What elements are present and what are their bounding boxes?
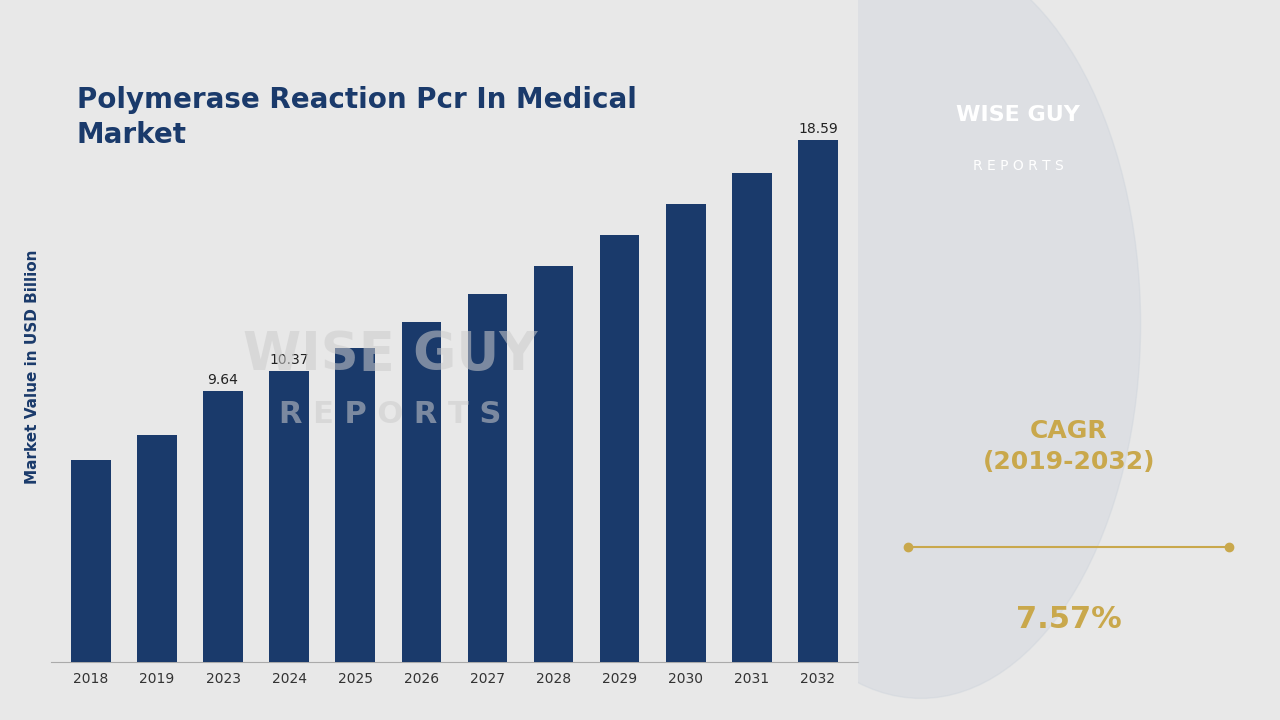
- Bar: [402, 323, 442, 662]
- Bar: [269, 371, 308, 662]
- Bar: [666, 204, 705, 662]
- Text: 18.59: 18.59: [797, 122, 838, 135]
- Text: CAGR
(2019-2032): CAGR (2019-2032): [983, 418, 1155, 474]
- Bar: [70, 460, 110, 662]
- Text: R E P O R T S: R E P O R T S: [279, 400, 500, 429]
- Bar: [137, 435, 177, 662]
- Text: R E P O R T S: R E P O R T S: [973, 158, 1064, 173]
- Circle shape: [701, 0, 1140, 698]
- Bar: [799, 140, 838, 662]
- Bar: [467, 294, 507, 662]
- Text: 7.57%: 7.57%: [1016, 605, 1121, 634]
- Y-axis label: Market Value in USD Billion: Market Value in USD Billion: [26, 250, 40, 485]
- Text: WISE GUY: WISE GUY: [243, 329, 538, 382]
- Bar: [600, 235, 640, 662]
- Bar: [204, 392, 243, 662]
- Bar: [732, 174, 772, 662]
- Text: WISE GUY: WISE GUY: [956, 105, 1080, 125]
- Bar: [534, 266, 573, 662]
- Bar: [335, 348, 375, 662]
- Text: 9.64: 9.64: [207, 373, 238, 387]
- Text: Polymerase Reaction Pcr In Medical
Market: Polymerase Reaction Pcr In Medical Marke…: [77, 86, 636, 149]
- Text: 10.37: 10.37: [269, 353, 308, 366]
